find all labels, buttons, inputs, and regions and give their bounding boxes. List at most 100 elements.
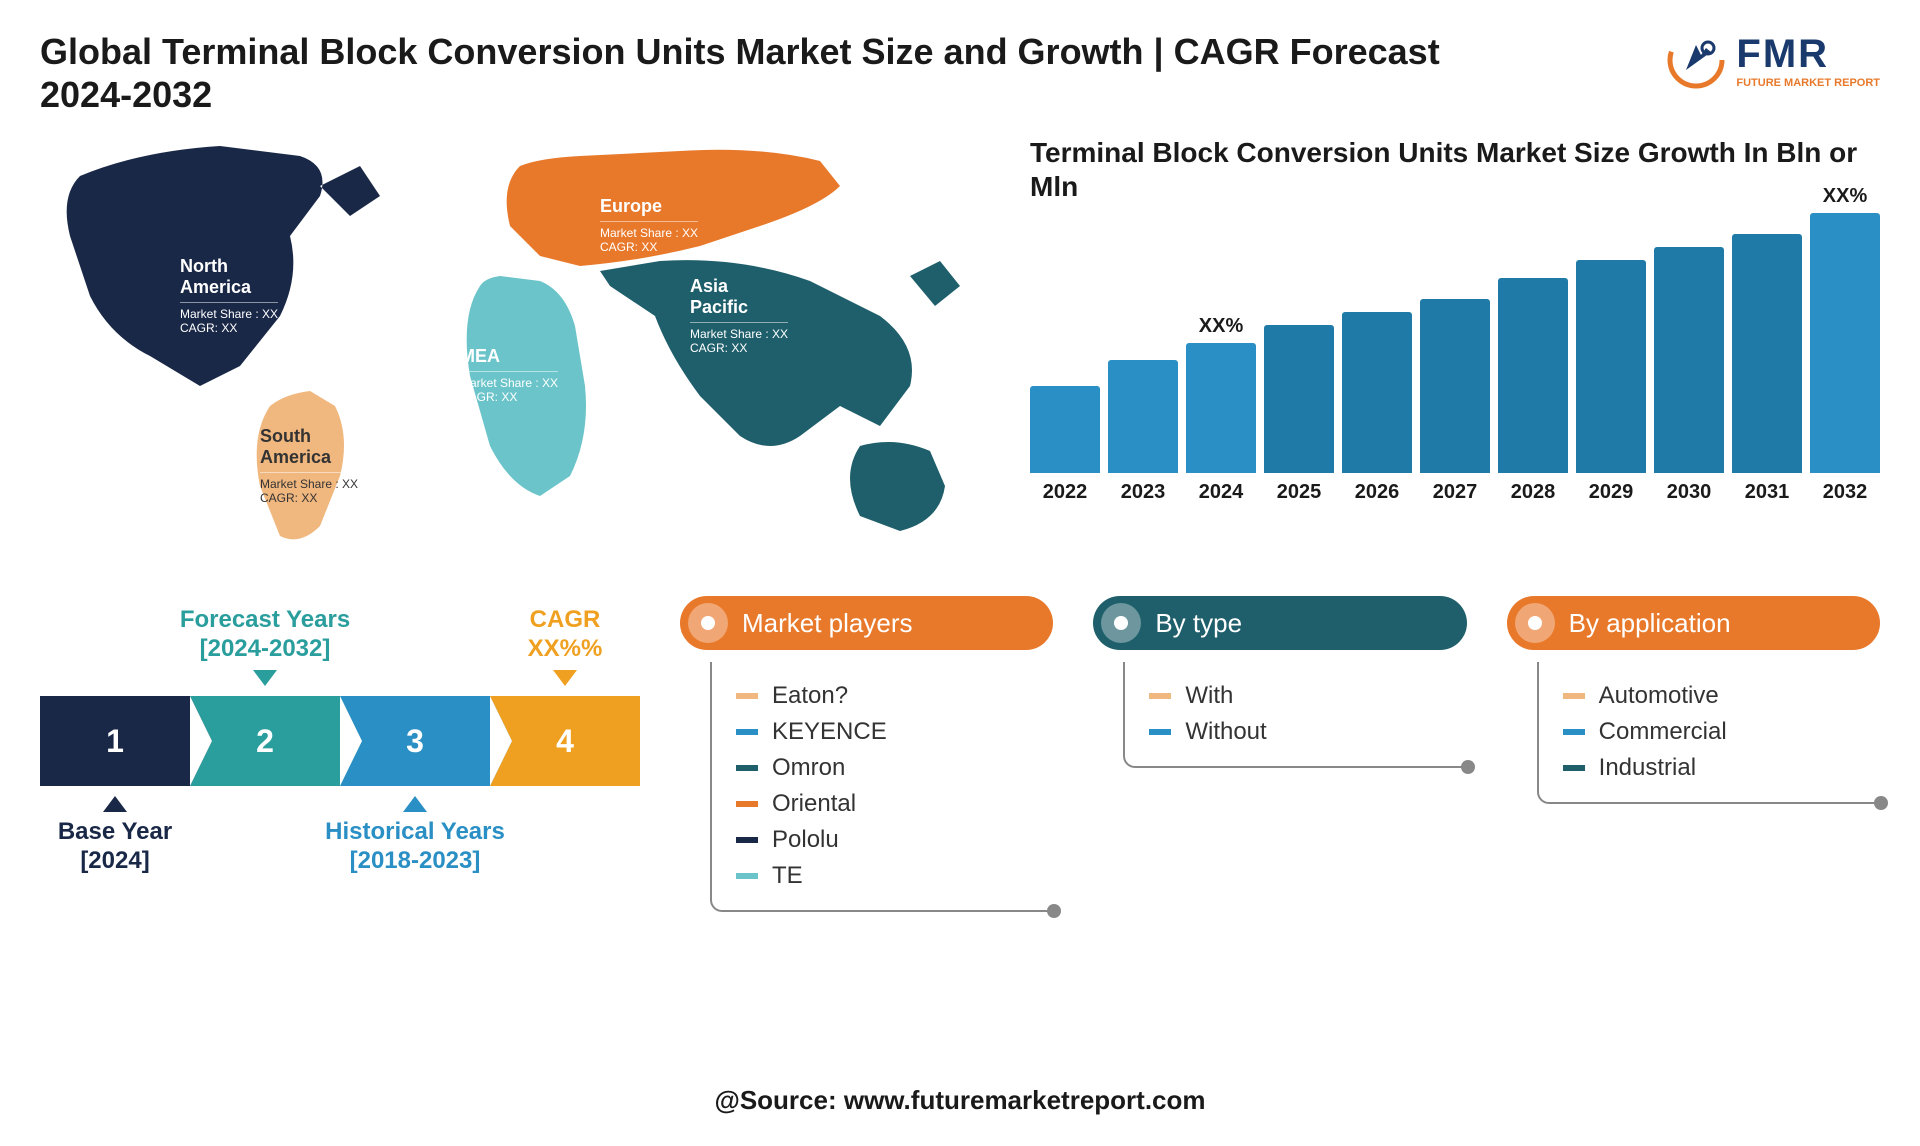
logo-text-sub: FUTURE MARKET REPORT: [1736, 77, 1880, 89]
item-label: With: [1185, 682, 1233, 710]
item-marker: [1149, 693, 1171, 699]
category-header: By application: [1507, 596, 1880, 650]
chart-title: Terminal Block Conversion Units Market S…: [1030, 136, 1880, 203]
category-by-type: By type With Without: [1093, 596, 1466, 912]
bar-2027: 2027: [1420, 299, 1490, 503]
item-marker: [736, 729, 758, 735]
bar-2023: 2023: [1108, 360, 1178, 504]
category-list: Automotive Commercial Industrial: [1537, 662, 1880, 804]
region-label-asia-pacific: AsiaPacificMarket Share : XXCAGR: XX: [690, 276, 788, 355]
bar-rect: [1342, 312, 1412, 472]
region-label-mea: MEAMarket Share : XXCAGR: XX: [460, 346, 558, 404]
bar-annotation: XX%: [1823, 185, 1867, 208]
region-label-north-america: NorthAmericaMarket Share : XXCAGR: XX: [180, 256, 278, 335]
item-marker: [736, 693, 758, 699]
list-item: TE: [736, 862, 1053, 890]
world-map: NorthAmericaMarket Share : XXCAGR: XX Sou…: [40, 136, 1000, 556]
item-marker: [736, 837, 758, 843]
category-list: With Without: [1123, 662, 1466, 768]
item-label: Oriental: [772, 790, 856, 818]
bar-year-label: 2029: [1589, 481, 1634, 504]
region-label-europe: EuropeMarket Share : XXCAGR: XX: [600, 196, 698, 254]
list-item: KEYENCE: [736, 718, 1053, 746]
bar-2028: 2028: [1498, 278, 1568, 504]
list-item: Pololu: [736, 826, 1053, 854]
region-label-south-america: SouthAmericaMarket Share : XXCAGR: XX: [260, 426, 358, 505]
item-label: Pololu: [772, 826, 839, 854]
item-marker: [736, 801, 758, 807]
category-market-players: Market players Eaton? KEYENCE Omron Oriental…: [680, 596, 1053, 912]
bar-rect: [1264, 325, 1334, 472]
timeline-callout: Base Year[2024]: [25, 796, 205, 876]
timeline: 1234 Base Year[2024]Forecast Years[2024-…: [40, 596, 640, 916]
bar-rect: [1186, 343, 1256, 473]
list-item: With: [1149, 682, 1466, 710]
header: Global Terminal Block Conversion Units M…: [40, 30, 1880, 116]
bar-annotation: XX%: [1199, 315, 1243, 338]
bar-2031: 2031: [1732, 234, 1802, 503]
bar-rect: [1420, 299, 1490, 472]
category-header: Market players: [680, 596, 1053, 650]
list-item: Automotive: [1563, 682, 1880, 710]
bar-year-label: 2032: [1823, 481, 1868, 504]
timeline-callout: CAGRXX%%: [475, 606, 655, 686]
bar-2030: 2030: [1654, 247, 1724, 503]
bullet-icon: [1101, 603, 1141, 643]
bar-rect: [1810, 213, 1880, 473]
bar-rect: [1030, 386, 1100, 473]
fmr-logo: FMR FUTURE MARKET REPORT: [1666, 30, 1880, 90]
item-marker: [1149, 729, 1171, 735]
category-by-application: By application Automotive Commercial Indust…: [1507, 596, 1880, 912]
timeline-segment-2: 2: [190, 696, 340, 786]
list-item: Omron: [736, 754, 1053, 782]
item-label: Without: [1185, 718, 1266, 746]
category-title: By application: [1569, 608, 1731, 639]
bar-year-label: 2028: [1511, 481, 1556, 504]
list-item: Without: [1149, 718, 1466, 746]
bar-2024: XX%2024: [1186, 343, 1256, 504]
item-label: Industrial: [1599, 754, 1696, 782]
bar-year-label: 2024: [1199, 481, 1244, 504]
bar-2022: 2022: [1030, 386, 1100, 504]
category-header: By type: [1093, 596, 1466, 650]
bar-year-label: 2025: [1277, 481, 1322, 504]
timeline-callout: Forecast Years[2024-2032]: [175, 606, 355, 686]
item-marker: [736, 765, 758, 771]
item-marker: [1563, 765, 1585, 771]
bar-2032: XX%2032: [1810, 213, 1880, 504]
bar-chart-section: Terminal Block Conversion Units Market S…: [1030, 136, 1880, 556]
category-title: Market players: [742, 608, 913, 639]
fmr-logo-icon: [1666, 30, 1726, 90]
list-item: Oriental: [736, 790, 1053, 818]
item-label: Automotive: [1599, 682, 1719, 710]
bar-rect: [1498, 278, 1568, 473]
bar-year-label: 2023: [1121, 481, 1166, 504]
timeline-segment-4: 4: [490, 696, 640, 786]
bar-year-label: 2022: [1043, 481, 1088, 504]
item-label: Commercial: [1599, 718, 1727, 746]
item-label: Eaton?: [772, 682, 848, 710]
page-title: Global Terminal Block Conversion Units M…: [40, 30, 1440, 116]
category-title: By type: [1155, 608, 1242, 639]
item-label: Omron: [772, 754, 845, 782]
bar-rect: [1732, 234, 1802, 472]
bar-year-label: 2027: [1433, 481, 1478, 504]
list-item: Commercial: [1563, 718, 1880, 746]
item-marker: [736, 873, 758, 879]
bar-rect: [1108, 360, 1178, 473]
item-label: KEYENCE: [772, 718, 887, 746]
source-attribution: @Source: www.futuremarketreport.com: [714, 1085, 1205, 1116]
item-label: TE: [772, 862, 803, 890]
bar-year-label: 2031: [1745, 481, 1790, 504]
bullet-icon: [688, 603, 728, 643]
bar-year-label: 2026: [1355, 481, 1400, 504]
timeline-segment-1: 1: [40, 696, 190, 786]
bar-rect: [1576, 260, 1646, 472]
category-list: Eaton? KEYENCE Omron Oriental Pololu TE: [710, 662, 1053, 912]
logo-text-main: FMR: [1736, 32, 1880, 77]
timeline-segment-3: 3: [340, 696, 490, 786]
bar-rect: [1654, 247, 1724, 472]
list-item: Eaton?: [736, 682, 1053, 710]
bar-year-label: 2030: [1667, 481, 1712, 504]
timeline-callout: Historical Years[2018-2023]: [325, 796, 505, 876]
